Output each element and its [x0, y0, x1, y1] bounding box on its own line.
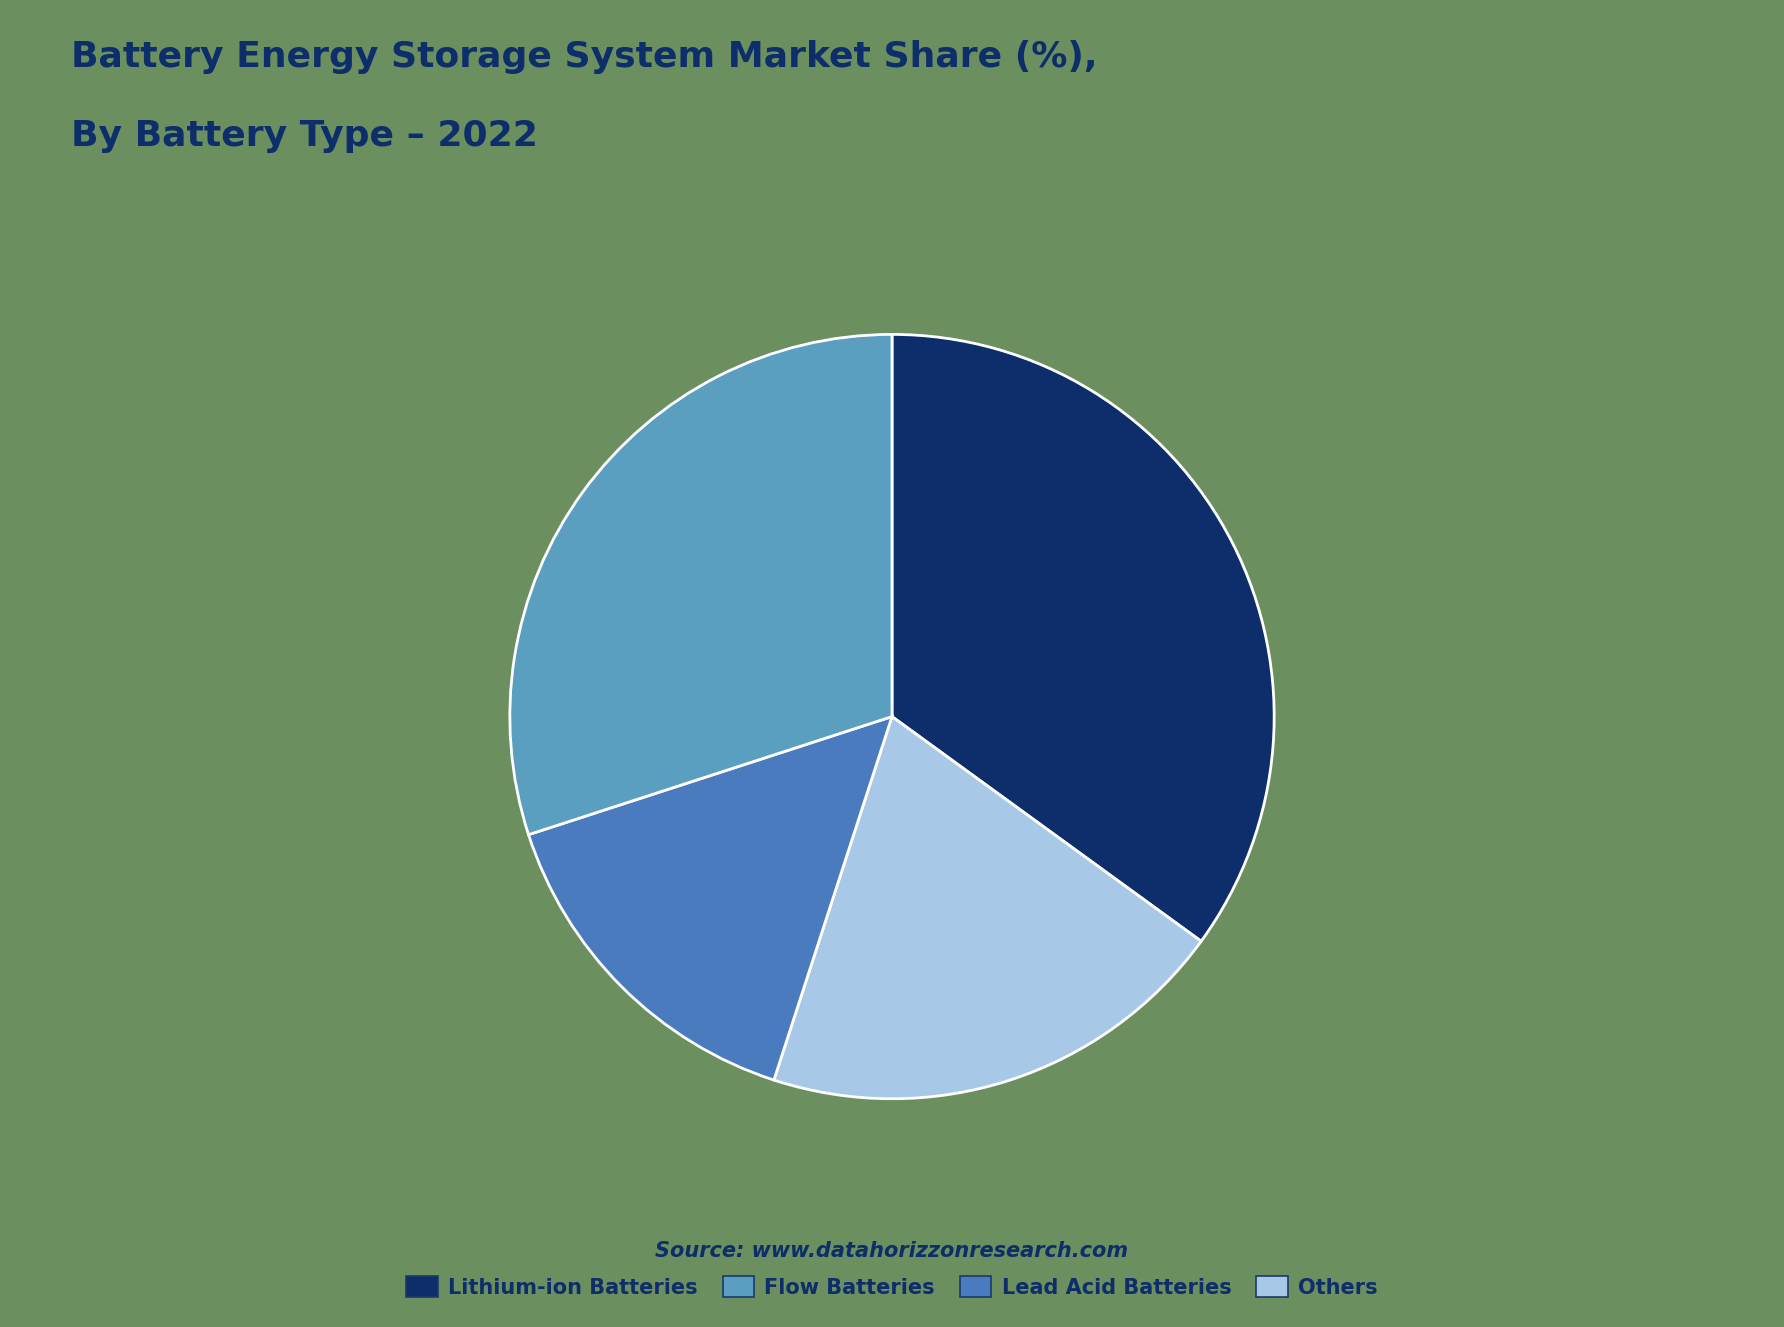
Text: By Battery Type – 2022: By Battery Type – 2022 — [71, 119, 539, 154]
Wedge shape — [774, 717, 1201, 1099]
Text: Battery Energy Storage System Market Share (%),: Battery Energy Storage System Market Sha… — [71, 40, 1097, 74]
Text: Source: www.datahorizzonresearch.com: Source: www.datahorizzonresearch.com — [655, 1241, 1129, 1261]
Wedge shape — [528, 717, 892, 1080]
Wedge shape — [892, 334, 1274, 941]
Wedge shape — [510, 334, 892, 835]
Legend: Lithium-ion Batteries, Flow Batteries, Lead Acid Batteries, Others: Lithium-ion Batteries, Flow Batteries, L… — [396, 1266, 1388, 1308]
